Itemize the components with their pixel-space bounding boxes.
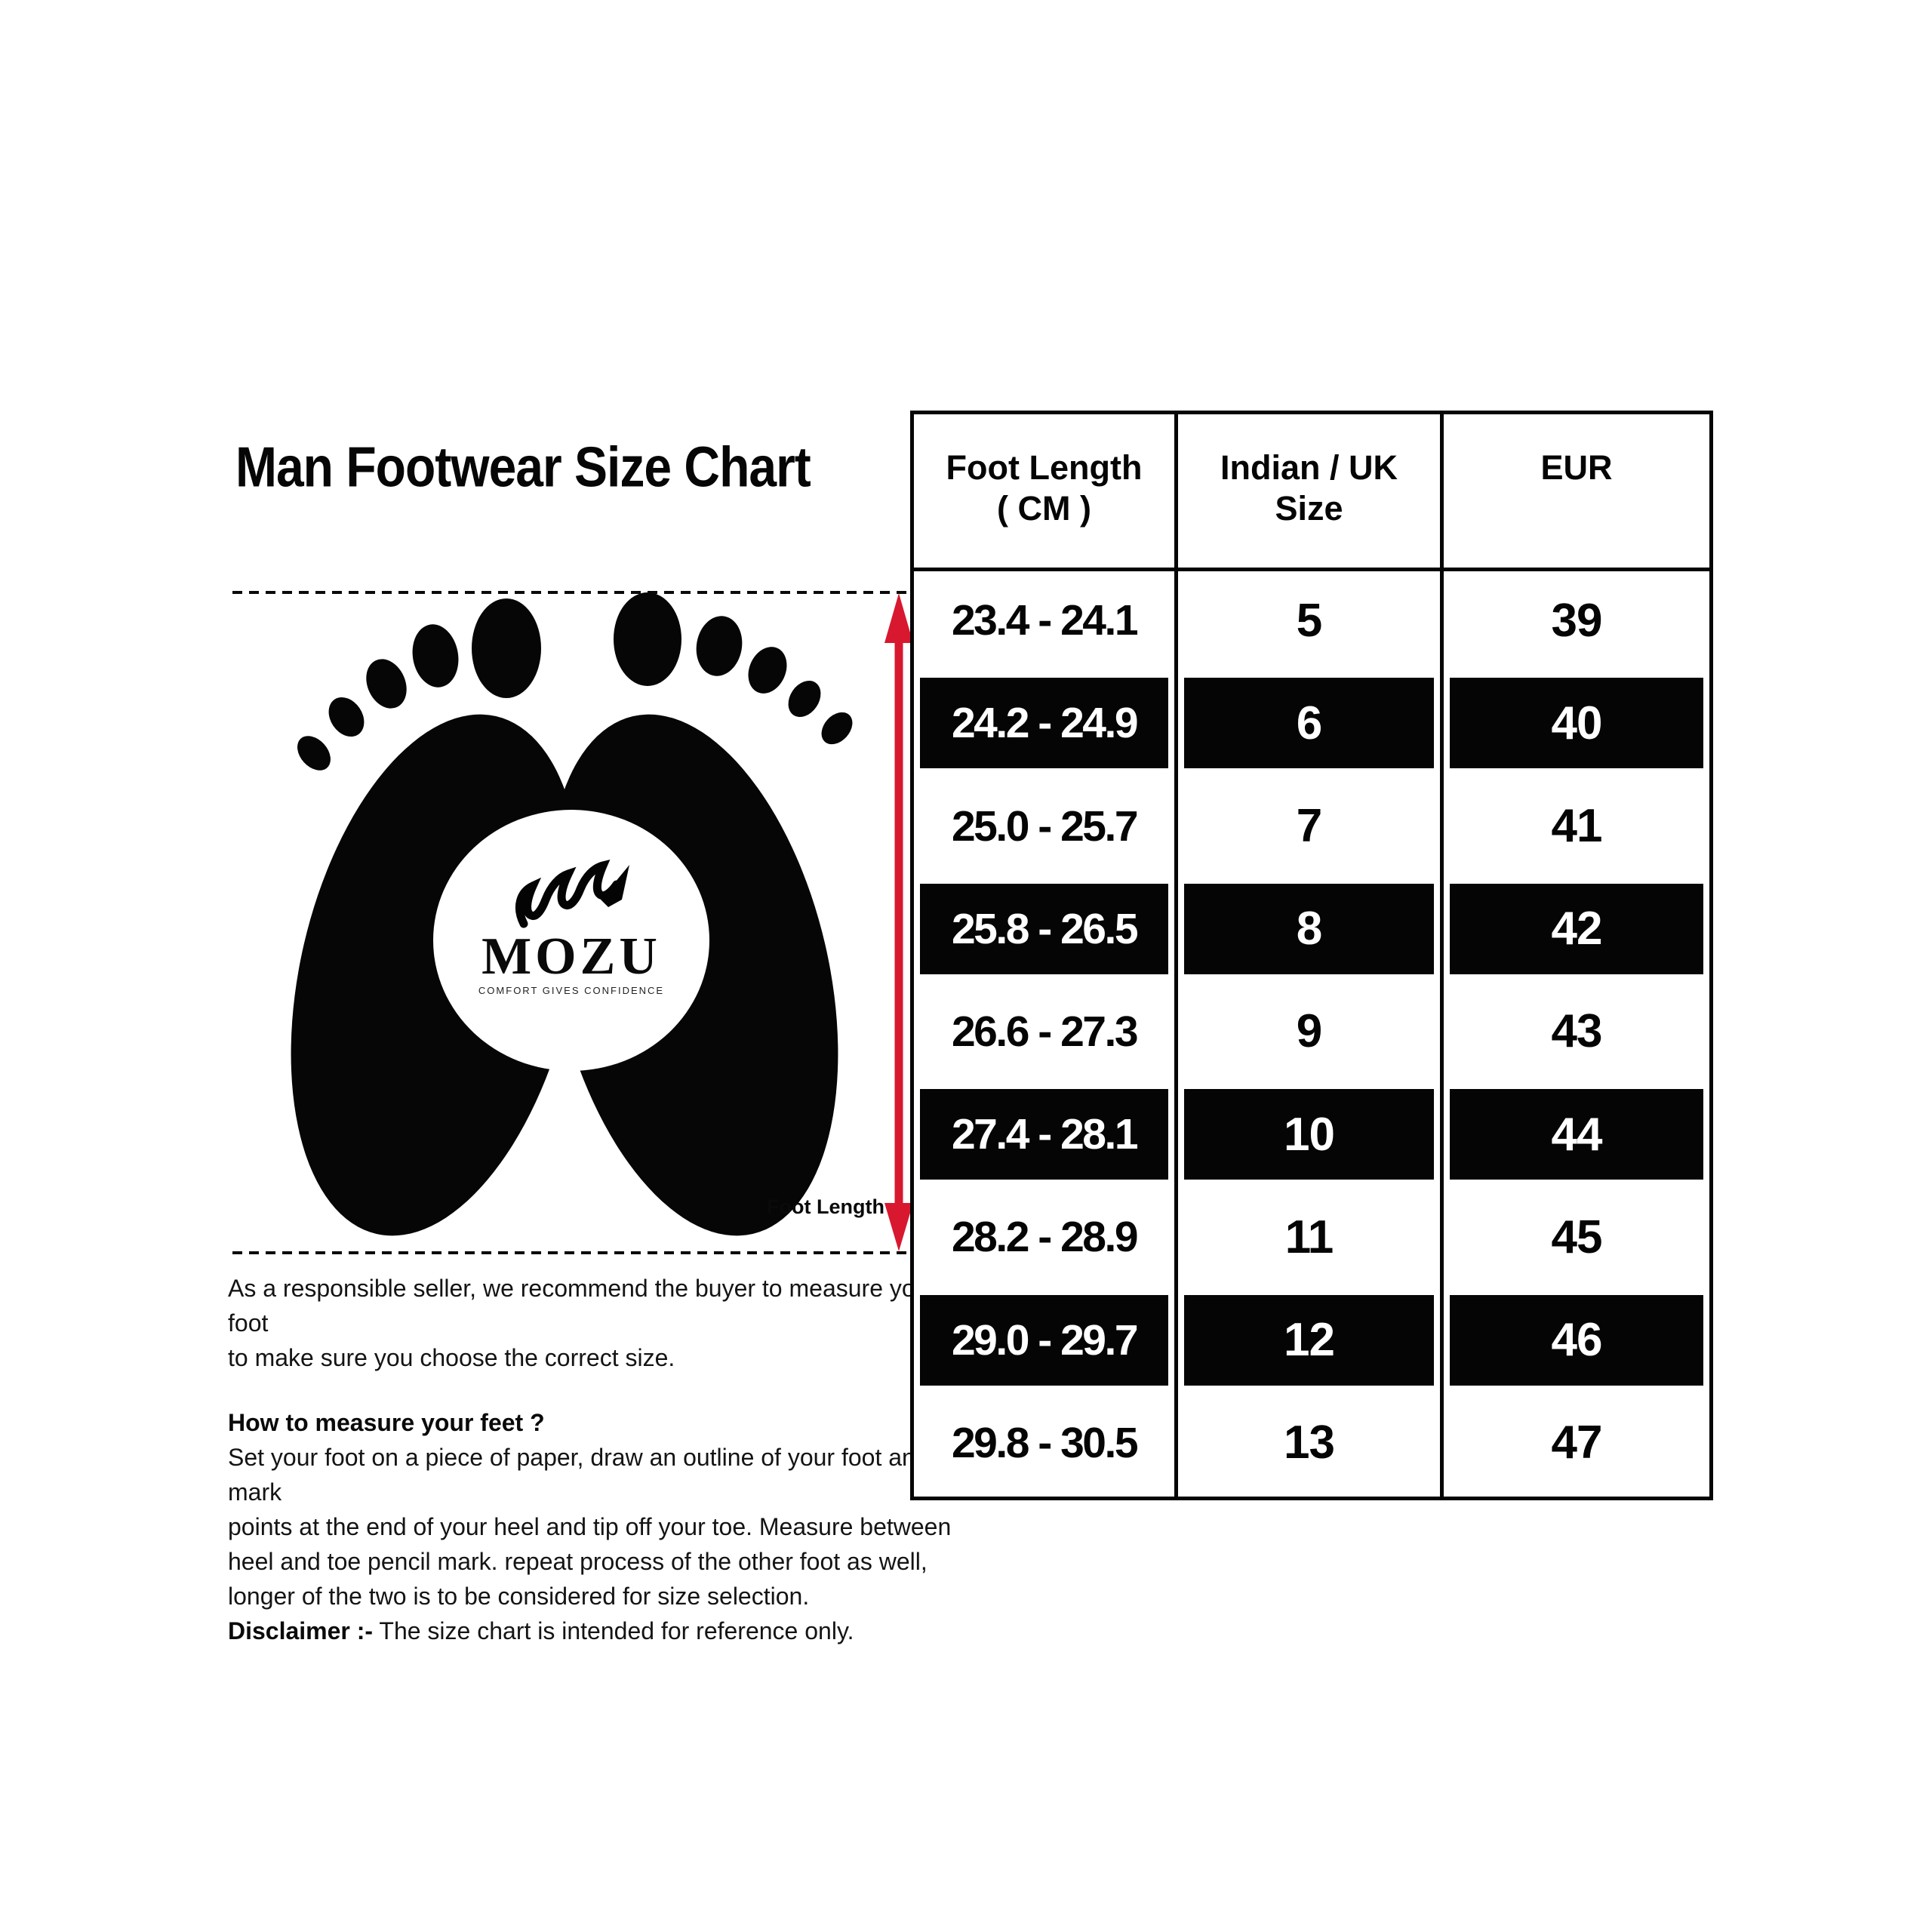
table-row: 23.4 - 24.1 xyxy=(914,571,1174,674)
size-cell: 25.8 - 26.5 xyxy=(920,883,1168,974)
table-row: 24.2 - 24.9 xyxy=(914,674,1174,777)
disclaimer-text: The size chart is intended for reference… xyxy=(373,1617,854,1644)
table-row: 44 xyxy=(1444,1085,1709,1188)
table-row: 5 xyxy=(1178,571,1440,674)
column-indian-uk-size: Indian / UK Size 5 6 7 8 9 10 11 12 13 xyxy=(1174,414,1440,1497)
table-row: 6 xyxy=(1178,674,1440,777)
table-row: 43 xyxy=(1444,983,1709,1085)
size-cell: 45 xyxy=(1551,1211,1603,1263)
size-cell: 27.4 - 28.1 xyxy=(920,1089,1168,1180)
measurement-notes: As a responsible seller, we recommend th… xyxy=(228,1271,952,1648)
howto-line: heel and toe pencil mark. repeat process… xyxy=(228,1548,928,1575)
table-row: 9 xyxy=(1178,983,1440,1085)
howto-line: Set your foot on a piece of paper, draw … xyxy=(228,1444,929,1506)
table-row: 47 xyxy=(1444,1394,1709,1497)
intro-line: to make sure you choose the correct size… xyxy=(228,1344,675,1371)
size-cell: 9 xyxy=(1296,1005,1322,1058)
size-cell: 44 xyxy=(1450,1089,1703,1180)
disclaimer-line: Disclaimer :- The size chart is intended… xyxy=(228,1614,952,1648)
size-cell: 12 xyxy=(1184,1294,1434,1386)
howto-line: points at the end of your heel and tip o… xyxy=(228,1513,952,1540)
foot-length-label: Foot Length xyxy=(767,1195,884,1218)
table-row: 26.6 - 27.3 xyxy=(914,983,1174,1085)
size-cell: 46 xyxy=(1450,1294,1703,1386)
size-cell: 8 xyxy=(1184,883,1434,974)
size-cell: 10 xyxy=(1184,1089,1434,1180)
header-line: Size xyxy=(1275,489,1343,528)
brand-squiggle-icon xyxy=(515,859,629,928)
table-row: 41 xyxy=(1444,777,1709,879)
table-row: 29.0 - 29.7 xyxy=(914,1291,1174,1394)
size-cell: 29.8 - 30.5 xyxy=(951,1418,1139,1467)
size-cell: 24.2 - 24.9 xyxy=(920,678,1168,769)
size-cell: 5 xyxy=(1296,594,1322,647)
table-row: 46 xyxy=(1444,1291,1709,1394)
column-eur: EUR 39 40 41 42 43 44 45 46 47 xyxy=(1440,414,1709,1497)
header-line: Foot Length xyxy=(946,448,1143,487)
table-row: 45 xyxy=(1444,1188,1709,1291)
size-cell: 39 xyxy=(1551,594,1603,647)
size-cell: 26.6 - 27.3 xyxy=(951,1007,1139,1056)
table-row: 8 xyxy=(1178,880,1440,983)
size-cell: 13 xyxy=(1284,1417,1335,1469)
size-cell: 29.0 - 29.7 xyxy=(920,1294,1168,1386)
table-row: 10 xyxy=(1178,1085,1440,1188)
page-title: Man Footwear Size Chart xyxy=(235,435,811,499)
size-cell: 11 xyxy=(1284,1211,1334,1263)
column-header-eur: EUR xyxy=(1444,414,1709,571)
size-cell: 42 xyxy=(1450,883,1703,974)
table-row: 39 xyxy=(1444,571,1709,674)
header-line: Indian / UK xyxy=(1220,448,1398,487)
size-table: Foot Length ( CM ) 23.4 - 24.1 24.2 - 24… xyxy=(910,411,1713,1500)
brand-wordmark: MOZU xyxy=(481,928,661,986)
table-row: 42 xyxy=(1444,880,1709,983)
table-row: 28.2 - 28.9 xyxy=(914,1188,1174,1291)
howto-heading: How to measure your feet ? xyxy=(228,1409,545,1436)
table-row: 29.8 - 30.5 xyxy=(914,1394,1174,1497)
table-row: 25.8 - 26.5 xyxy=(914,880,1174,983)
brand-tagline: COMFORT GIVES CONFIDENCE xyxy=(478,985,665,996)
size-cell: 6 xyxy=(1184,678,1434,769)
table-row: 11 xyxy=(1178,1188,1440,1291)
table-row: 25.0 - 25.7 xyxy=(914,777,1174,879)
size-cell: 28.2 - 28.9 xyxy=(951,1213,1139,1262)
column-header-indian-uk: Indian / UK Size xyxy=(1178,414,1440,571)
header-line: ( CM ) xyxy=(997,489,1091,528)
intro-line: As a responsible seller, we recommend th… xyxy=(228,1275,937,1337)
size-cell: 43 xyxy=(1551,1005,1603,1058)
table-row: 7 xyxy=(1178,777,1440,879)
table-row: 12 xyxy=(1178,1291,1440,1394)
spacer xyxy=(228,1375,952,1405)
foot-length-arrow xyxy=(884,593,913,1251)
column-header-foot-length: Foot Length ( CM ) xyxy=(914,414,1174,571)
logo-pocket xyxy=(433,810,709,1071)
table-row: 13 xyxy=(1178,1394,1440,1497)
size-cell: 23.4 - 24.1 xyxy=(951,596,1139,645)
header-line: EUR xyxy=(1540,448,1613,487)
column-foot-length: Foot Length ( CM ) 23.4 - 24.1 24.2 - 24… xyxy=(914,414,1174,1497)
howto-line: longer of the two is to be considered fo… xyxy=(228,1583,810,1610)
size-cell: 25.0 - 25.7 xyxy=(951,801,1139,851)
size-cell: 41 xyxy=(1551,800,1603,853)
table-row: 27.4 - 28.1 xyxy=(914,1085,1174,1188)
size-cell: 7 xyxy=(1296,800,1322,853)
size-cell: 47 xyxy=(1551,1417,1603,1469)
table-row: 40 xyxy=(1444,674,1709,777)
disclaimer-label: Disclaimer :- xyxy=(228,1617,374,1644)
size-cell: 40 xyxy=(1450,678,1703,769)
